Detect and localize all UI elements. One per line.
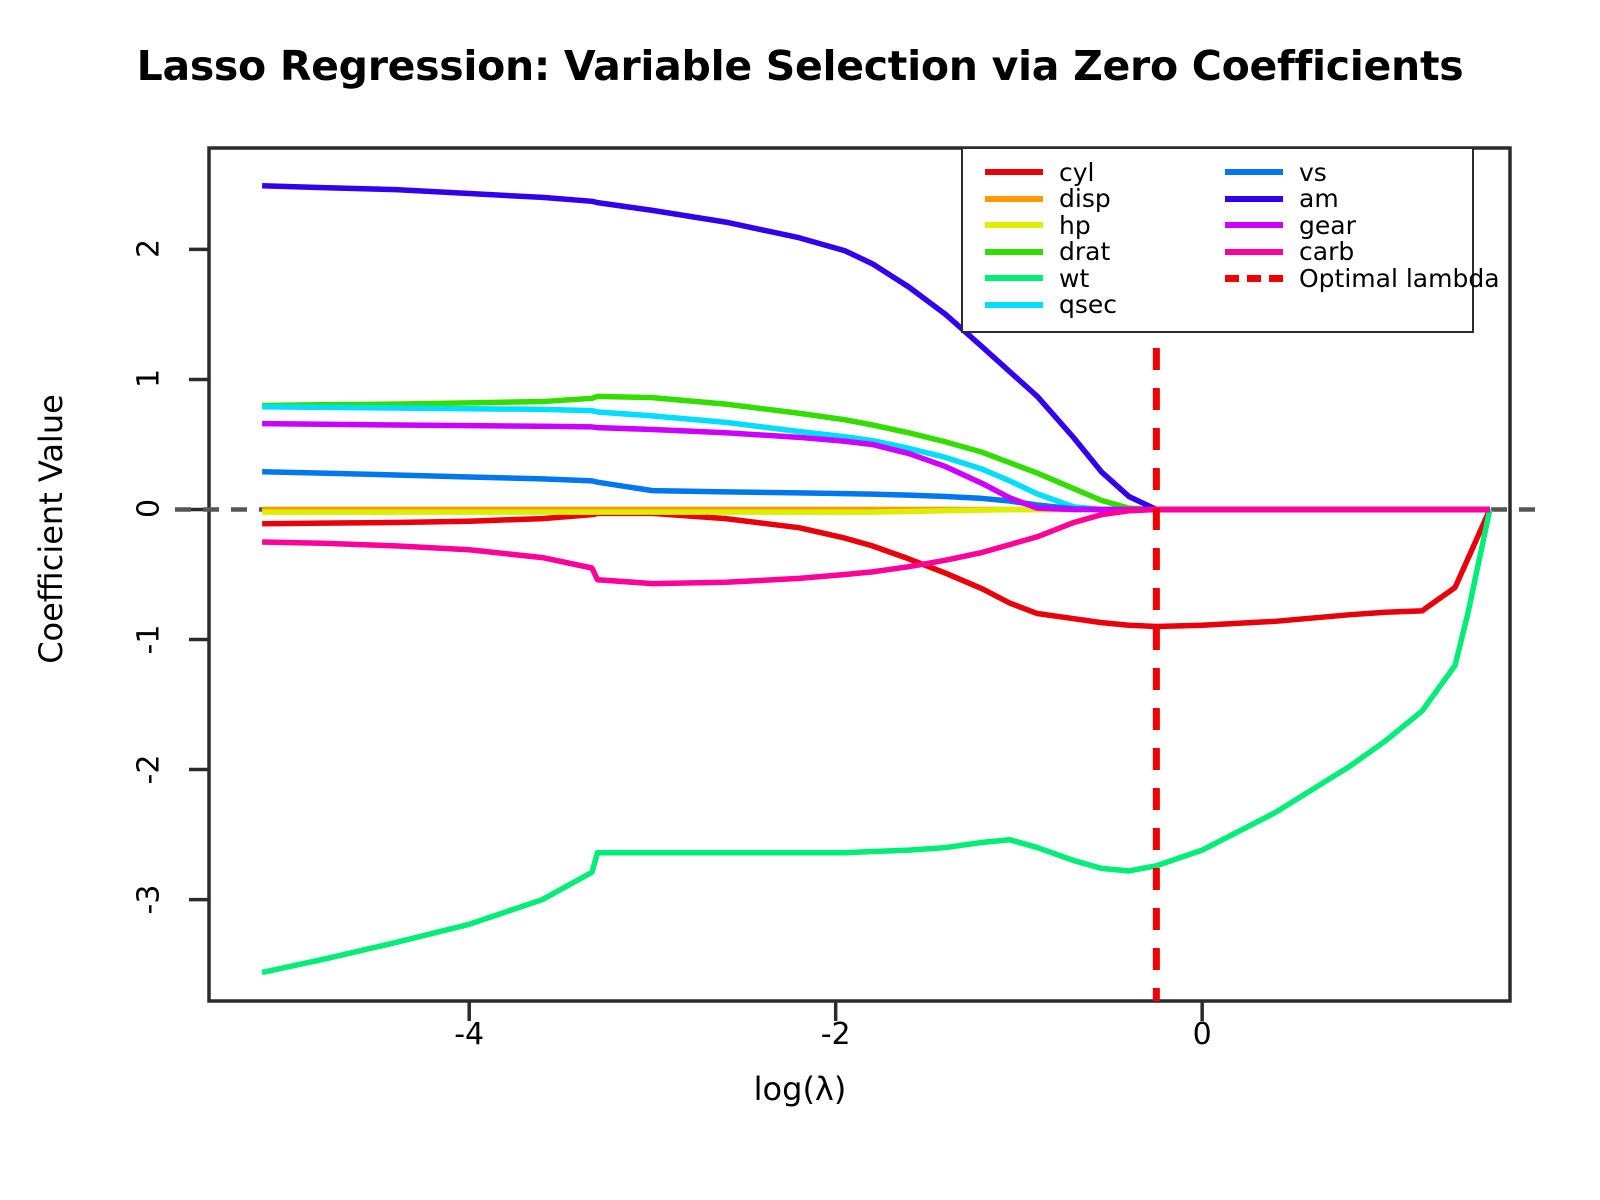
legend-label: drat <box>1059 237 1111 267</box>
legend-item-wt[interactable]: wt <box>985 265 1117 292</box>
y-tick-label: -1 <box>131 624 167 654</box>
legend-item-am[interactable]: am <box>1225 186 1500 213</box>
legend-item-carb[interactable]: carb <box>1225 239 1500 266</box>
x-tick-label: -4 <box>454 1017 485 1052</box>
y-tick-label: 1 <box>131 369 167 389</box>
legend-item-hp[interactable]: hp <box>985 212 1117 239</box>
legend: cyl disp hp drat wt qsec vs am gear carb Optimal … <box>961 147 1500 333</box>
legend-item-gear[interactable]: gear <box>1225 212 1500 239</box>
legend-item-cyl[interactable]: cyl <box>985 159 1117 186</box>
series-line-cyl <box>262 508 1493 630</box>
legend-swatch-cyl-icon <box>985 169 1043 176</box>
legend-column-2: vs am gear carb Optimal lambda <box>1225 159 1500 292</box>
legend-swatch-qsec-icon <box>985 301 1043 308</box>
legend-label: wt <box>1059 263 1090 293</box>
series-line-vs <box>262 469 1490 513</box>
page-title: Lasso Regression: Variable Selection via… <box>136 42 1464 90</box>
legend-label: hp <box>1059 210 1091 240</box>
legend-item-drat[interactable]: drat <box>985 239 1117 266</box>
legend-item-optimal-lambda[interactable]: Optimal lambda <box>1225 265 1500 292</box>
legend-label: gear <box>1299 210 1356 240</box>
legend-label: carb <box>1299 237 1355 267</box>
legend-swatch-am-icon <box>1225 195 1283 202</box>
legend-swatch-hp-icon <box>985 222 1043 229</box>
legend-swatch-drat-icon <box>985 248 1043 255</box>
axis-ticks <box>189 247 1204 1021</box>
legend-swatch-wt-icon <box>985 275 1043 282</box>
legend-swatch-gear-icon <box>1225 222 1283 229</box>
x-axis-label: log(λ) <box>753 1070 847 1108</box>
legend-swatch-optimal-lambda-icon <box>1225 274 1283 282</box>
y-tick-label: 0 <box>131 499 167 519</box>
plot-frame <box>207 146 1512 1003</box>
y-tick-label: -3 <box>131 884 167 915</box>
series-lines <box>261 182 1493 976</box>
legend-swatch-disp-icon <box>985 195 1043 202</box>
legend-label: cyl <box>1059 157 1095 187</box>
legend-label: disp <box>1059 184 1111 214</box>
legend-label: Optimal lambda <box>1299 263 1500 293</box>
y-tick-label: -2 <box>131 754 167 784</box>
legend-item-disp[interactable]: disp <box>985 186 1117 213</box>
y-tick-label: 2 <box>131 239 167 259</box>
legend-item-vs[interactable]: vs <box>1225 159 1500 186</box>
legend-label: qsec <box>1059 290 1118 320</box>
legend-label: am <box>1299 184 1339 214</box>
x-tick-label: 0 <box>1192 1017 1212 1052</box>
legend-label: vs <box>1299 157 1327 187</box>
legend-swatch-carb-icon <box>1225 248 1283 255</box>
x-tick-label: -2 <box>820 1017 851 1052</box>
legend-column-1: cyl disp hp drat wt qsec <box>985 159 1117 318</box>
legend-swatch-vs-icon <box>1225 169 1283 176</box>
series-line-wt <box>261 508 1493 976</box>
series-line-carb <box>262 506 1490 587</box>
legend-item-qsec[interactable]: qsec <box>985 292 1117 319</box>
